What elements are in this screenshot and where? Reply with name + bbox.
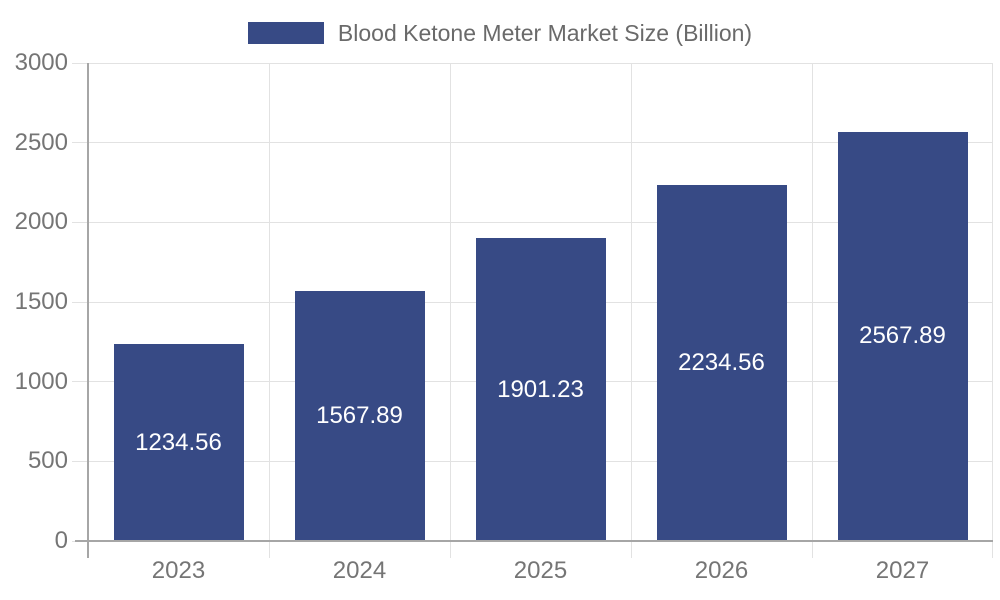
y-tick-label: 0	[54, 527, 68, 554]
x-gridline	[811, 63, 813, 541]
y-tick-label: 2500	[14, 128, 68, 156]
bar-value-label: 1234.56	[135, 428, 222, 456]
chart-title: Blood Ketone Meter Market Size (Billion)	[337, 20, 753, 46]
y-axis-tick	[72, 221, 88, 223]
x-tick-label: 2027	[875, 557, 930, 584]
y-tick-label: 1000	[14, 367, 68, 395]
legend-item[interactable]: Blood Ketone Meter Market Size (Billion)	[247, 20, 753, 46]
bar-value-label: 2234.56	[678, 348, 765, 376]
x-tick-label: 2024	[332, 557, 387, 584]
x-axis-tick	[268, 537, 270, 558]
y-tick-label: 1500	[14, 288, 68, 315]
bar[interactable]: 1567.89	[294, 291, 425, 541]
x-gridline	[268, 63, 270, 541]
x-gridline	[630, 63, 632, 541]
bar-value-label: 2567.89	[859, 322, 946, 350]
x-tick-label: 2023	[151, 557, 206, 584]
bar[interactable]: 2234.56	[656, 184, 787, 541]
y-axis-tick	[72, 460, 88, 462]
bar[interactable]: 1234.56	[113, 344, 244, 541]
bar[interactable]: 1901.23	[475, 238, 606, 541]
x-axis-tick	[811, 537, 813, 558]
y-gridline	[88, 221, 993, 223]
bar-value-label: 1567.89	[316, 402, 403, 430]
x-axis-line	[75, 540, 993, 542]
x-gridline	[449, 63, 451, 541]
x-tick-label: 2025	[513, 557, 568, 584]
y-gridline	[88, 142, 993, 144]
y-axis-line	[87, 63, 89, 558]
bar[interactable]: 2567.89	[837, 131, 968, 541]
y-tick-label: 500	[27, 447, 68, 475]
y-axis-tick	[72, 301, 88, 303]
x-tick-label: 2026	[694, 557, 749, 584]
y-axis-tick	[72, 62, 88, 64]
legend-swatch	[247, 22, 324, 44]
legend: Blood Ketone Meter Market Size (Billion)	[0, 11, 1000, 55]
y-tick-label: 3000	[14, 49, 68, 76]
y-axis-tick	[72, 142, 88, 144]
plot-right-border	[992, 63, 993, 558]
x-axis-tick	[630, 537, 632, 558]
y-gridline	[88, 62, 993, 64]
y-tick-label: 2000	[14, 208, 68, 236]
bar-value-label: 1901.23	[497, 375, 584, 403]
y-axis-tick	[72, 381, 88, 383]
x-axis-tick	[449, 537, 451, 558]
